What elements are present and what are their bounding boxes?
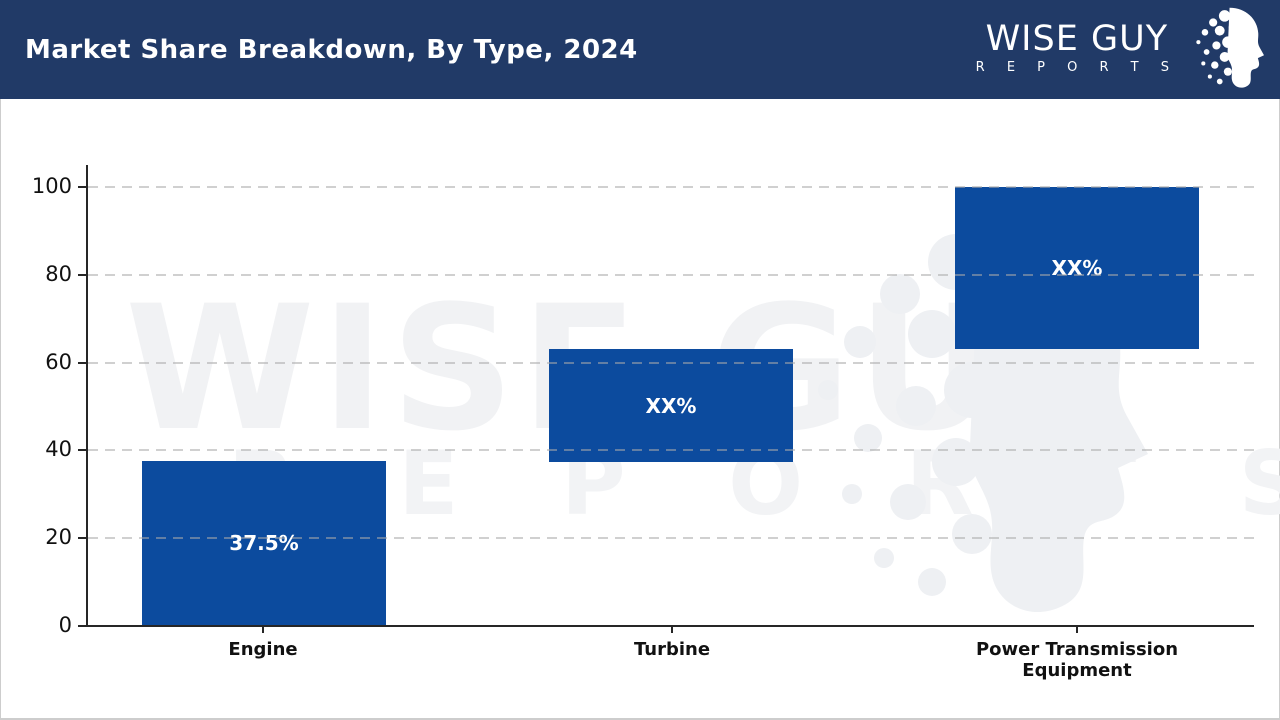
brand-subname: R E P O R T S [975, 60, 1178, 75]
y-tick [78, 625, 87, 627]
y-tick [78, 537, 87, 539]
x-category-label-engine: Engine [228, 639, 298, 660]
bar-value-label: XX% [1051, 256, 1103, 280]
y-tick-label-100: 100 [31, 174, 72, 198]
y-tick-label-60: 60 [45, 350, 72, 374]
y-tick [78, 449, 87, 451]
bar-value-label: XX% [645, 393, 697, 418]
bar-turbine: XX% [549, 349, 793, 462]
y-tick [78, 186, 87, 188]
y-tick-label-0: 0 [58, 613, 72, 637]
y-tick-label-20: 20 [45, 525, 72, 549]
x-tick [262, 627, 264, 633]
page-title: Market Share Breakdown, By Type, 2024 [25, 34, 638, 65]
brand-logo-text: WISE GUY R E P O R T S [976, 20, 1178, 76]
gridline-80 [88, 274, 1254, 276]
gridline-20 [88, 537, 1254, 539]
brand-name: WISE GUY [985, 19, 1169, 59]
y-tick [78, 362, 87, 364]
bar-value-label: 37.5% [229, 531, 299, 555]
gridline-60 [88, 362, 1254, 364]
x-axis-line [86, 625, 1254, 627]
gridline-40 [88, 449, 1254, 451]
gridline-100 [88, 186, 1254, 188]
y-axis-line [86, 165, 88, 627]
header-bar: Market Share Breakdown, By Type, 2024 WI… [0, 0, 1280, 99]
x-tick [671, 627, 673, 633]
bar-engine: 37.5% [142, 461, 386, 625]
brand-logo: WISE GUY R E P O R T S [976, 4, 1266, 98]
x-category-label-turbine: Turbine [633, 639, 711, 660]
y-tick-label-80: 80 [45, 262, 72, 286]
y-tick-label-40: 40 [45, 437, 72, 461]
brand-face-icon [1182, 6, 1264, 98]
x-category-label-power-transmission-equipment: Power Transmission Equipment [975, 639, 1179, 681]
y-tick [78, 274, 87, 276]
x-tick [1076, 627, 1078, 633]
bar-power-transmission-equipment: XX% [955, 187, 1199, 349]
